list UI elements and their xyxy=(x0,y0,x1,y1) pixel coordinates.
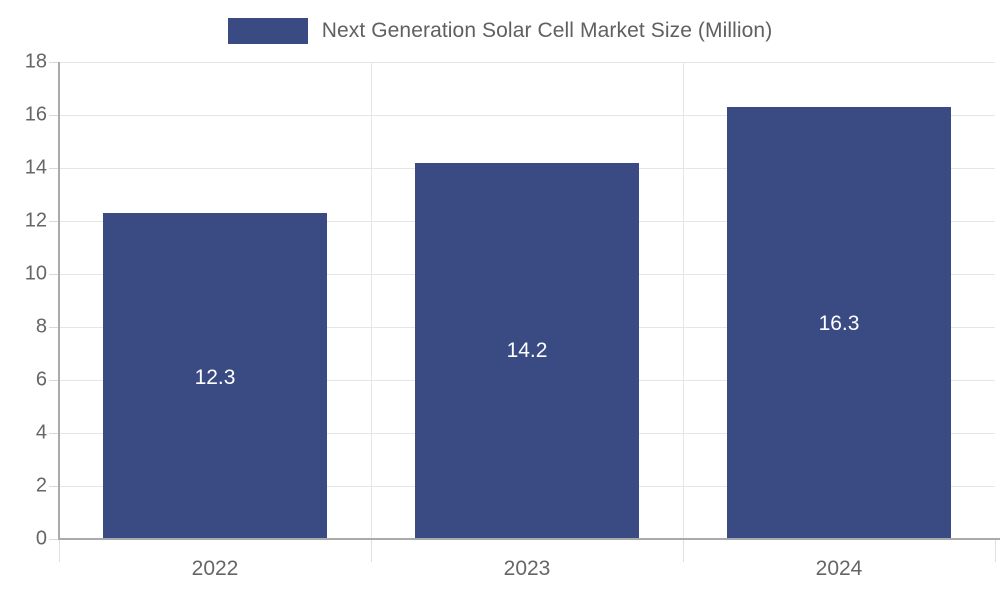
y-tick-label: 8 xyxy=(35,315,47,338)
chart-legend: Next Generation Solar Cell Market Size (… xyxy=(0,14,1000,48)
legend-item[interactable]: Next Generation Solar Cell Market Size (… xyxy=(227,18,773,44)
gridline-horizontal xyxy=(59,62,995,63)
y-tick-mark xyxy=(49,327,59,328)
y-tick-mark xyxy=(49,380,59,381)
bar-2022[interactable] xyxy=(103,213,327,539)
x-tick-mark xyxy=(59,540,60,562)
y-tick-label: 10 xyxy=(24,262,47,285)
y-tick-mark xyxy=(49,433,59,434)
y-tick-mark xyxy=(49,221,59,222)
y-tick-mark xyxy=(49,486,59,487)
legend-color-swatch xyxy=(227,18,308,44)
y-tick-label: 14 xyxy=(24,156,47,179)
y-tick-label: 4 xyxy=(35,421,47,444)
y-tick-mark xyxy=(49,274,59,275)
x-tick-label-2023: 2023 xyxy=(503,557,551,580)
x-tick-label-2024: 2024 xyxy=(815,557,863,580)
bar-value-label-2024: 16.3 xyxy=(818,312,860,335)
bar-value-label-2022: 12.3 xyxy=(194,366,236,389)
x-tick-mark xyxy=(995,540,996,562)
plot-area: 12.3 14.2 16.3 xyxy=(59,62,995,539)
y-tick-label: 2 xyxy=(35,474,47,497)
y-tick-label: 0 xyxy=(35,527,47,550)
y-tick-mark xyxy=(49,62,59,63)
x-axis-line xyxy=(59,538,1000,540)
gridline-horizontal xyxy=(59,115,995,116)
x-tick-mark xyxy=(683,540,684,562)
y-axis-tick-labels: 18 16 14 12 10 8 6 4 2 0 xyxy=(0,0,47,600)
y-tick-label: 6 xyxy=(35,368,47,391)
y-tick-mark xyxy=(49,115,59,116)
gridline-vertical xyxy=(371,62,372,539)
x-tick-label-2022: 2022 xyxy=(191,557,239,580)
bar-value-label-2023: 14.2 xyxy=(506,339,548,362)
y-tick-label: 18 xyxy=(24,50,47,73)
y-tick-label: 16 xyxy=(24,103,47,126)
y-tick-mark xyxy=(49,168,59,169)
y-tick-label: 12 xyxy=(24,209,47,232)
y-tick-mark xyxy=(49,539,59,540)
bar-2024[interactable] xyxy=(727,107,951,539)
legend-label: Next Generation Solar Cell Market Size (… xyxy=(321,19,773,42)
bar-2023[interactable] xyxy=(415,163,639,539)
y-axis-line xyxy=(58,62,60,540)
x-tick-mark xyxy=(371,540,372,562)
gridline-vertical xyxy=(683,62,684,539)
